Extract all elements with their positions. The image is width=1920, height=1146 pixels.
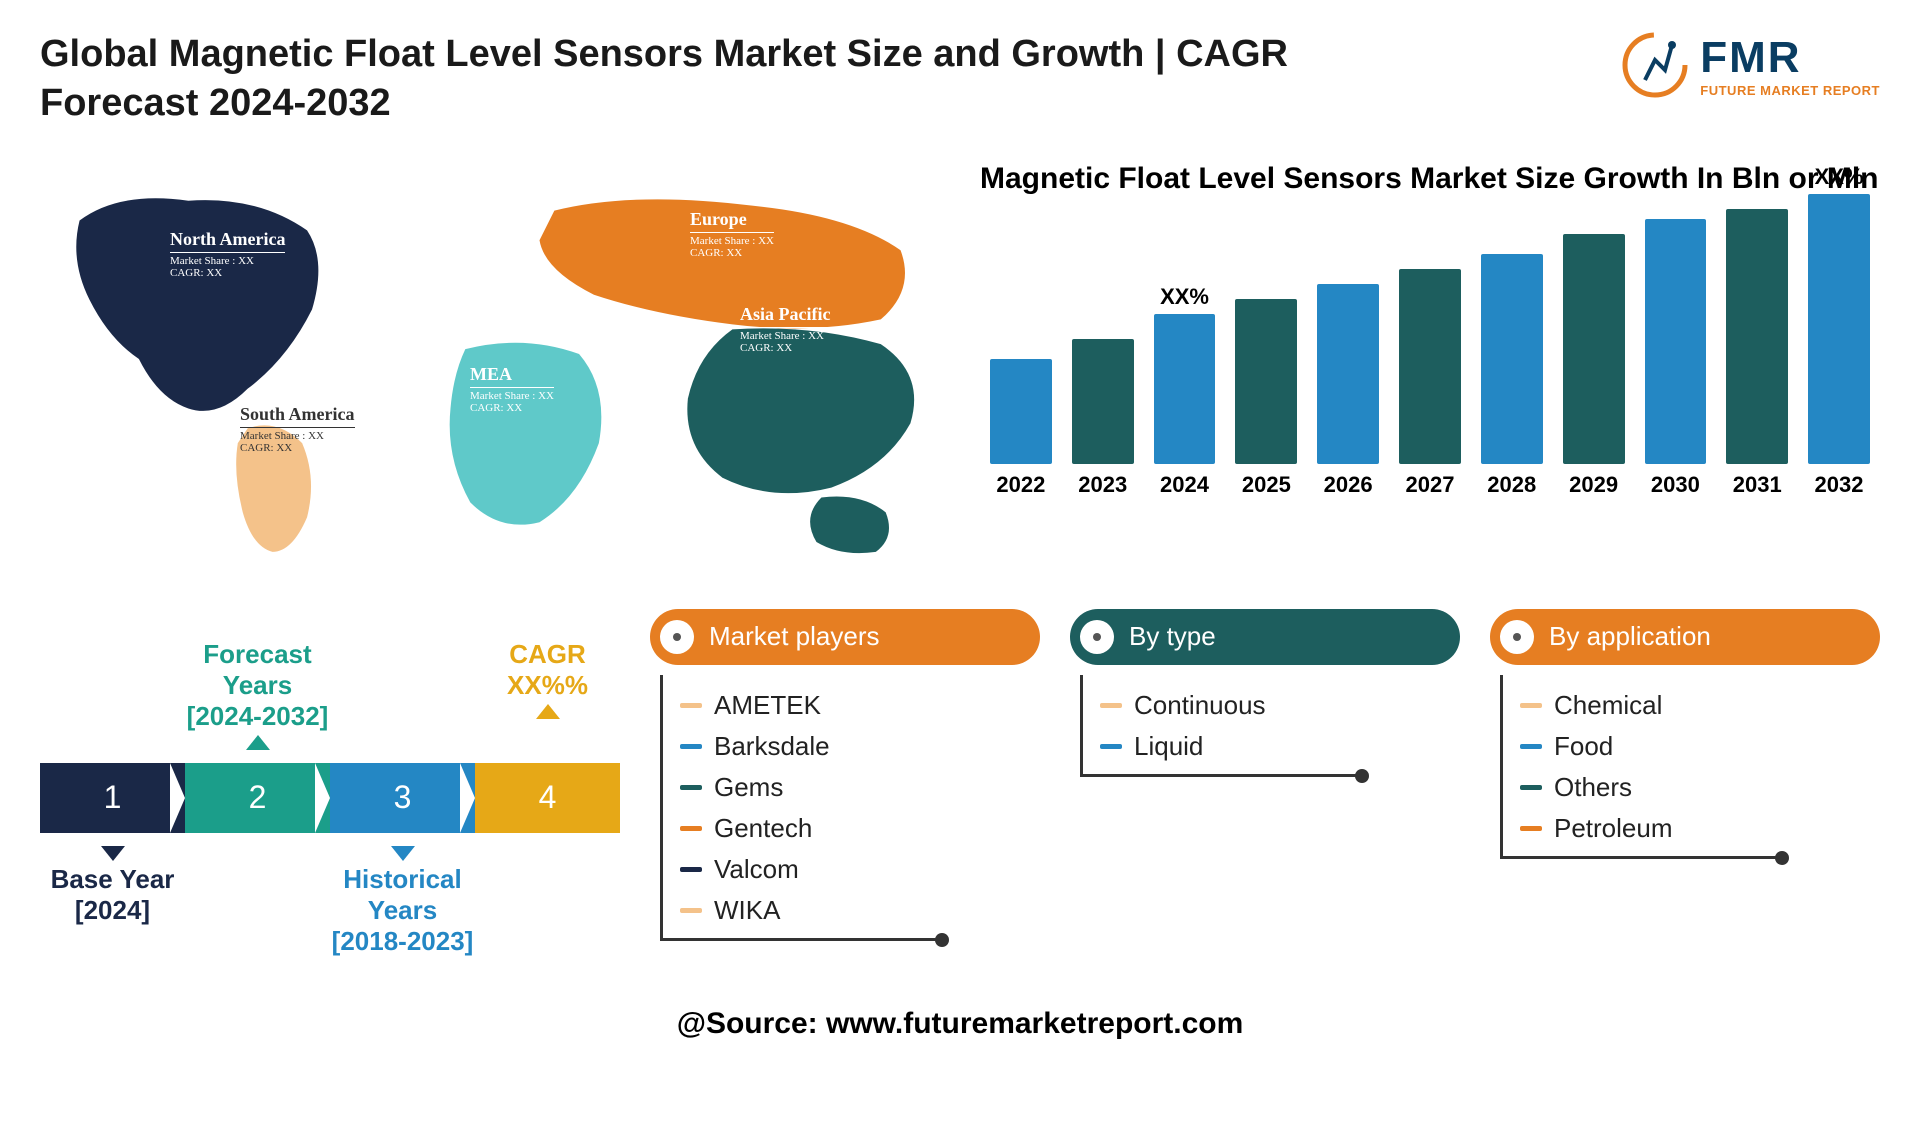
timeline: Forecast Years [2024-2032] CAGR XX%% 1 2…: [40, 609, 620, 957]
pill-column: By type ContinuousLiquid: [1070, 609, 1460, 957]
bar: 2028: [1481, 254, 1543, 498]
bar: 2029: [1563, 234, 1625, 498]
pills-area: Market players AMETEKBarksdaleGemsGentec…: [650, 609, 1880, 957]
timeline-seg-2: 2: [185, 763, 330, 833]
page-title: Global Magnetic Float Level Sensors Mark…: [40, 30, 1340, 129]
bar: 2031: [1726, 209, 1788, 498]
timeline-bar: 1 2 3 4: [40, 763, 620, 833]
logo-icon: [1620, 30, 1690, 100]
bar: 2022: [990, 359, 1052, 498]
pill-item: Chemical: [1520, 685, 1880, 726]
source-text: @Source: www.futuremarketreport.com: [40, 1007, 1880, 1041]
logo: FMR FUTURE MARKET REPORT: [1620, 30, 1880, 100]
pill-header: By type: [1070, 609, 1460, 665]
region-label: MEAMarket Share : XXCAGR: XX: [470, 364, 554, 414]
pill-list: AMETEKBarksdaleGemsGentechValcomWIKA: [650, 685, 1040, 951]
logo-text: FMR: [1700, 33, 1880, 83]
pill-list: ChemicalFoodOthersPetroleum: [1490, 685, 1880, 869]
pill-item: Petroleum: [1520, 808, 1880, 849]
pill-item: Gems: [680, 767, 1040, 808]
bar: 2025: [1235, 299, 1297, 498]
pill-item: Liquid: [1100, 726, 1460, 767]
bar-chart-area: Magnetic Float Level Sensors Market Size…: [980, 149, 1880, 569]
pill-header: Market players: [650, 609, 1040, 665]
region-label: South AmericaMarket Share : XXCAGR: XX: [240, 404, 355, 454]
timeline-seg-1: 1: [40, 763, 185, 833]
base-year-label: Base Year [2024]: [40, 843, 185, 957]
bar: 2023: [1072, 339, 1134, 498]
pill-item: Continuous: [1100, 685, 1460, 726]
logo-subtitle: FUTURE MARKET REPORT: [1700, 83, 1880, 98]
bar: XX%2032: [1808, 194, 1870, 498]
pill-item: Food: [1520, 726, 1880, 767]
pill-header: By application: [1490, 609, 1880, 665]
main-content: North AmericaMarket Share : XXCAGR: XX So…: [40, 149, 1880, 569]
historical-label: Historical Years [2018-2023]: [330, 843, 475, 957]
world-map: North AmericaMarket Share : XXCAGR: XX So…: [40, 149, 950, 569]
pill-item: Valcom: [680, 849, 1040, 890]
pill-item: Gentech: [680, 808, 1040, 849]
forecast-label: Forecast Years [2024-2032]: [185, 639, 330, 753]
region-label: North AmericaMarket Share : XXCAGR: XX: [170, 229, 285, 279]
pill-item: AMETEK: [680, 685, 1040, 726]
pill-item: Barksdale: [680, 726, 1040, 767]
bar: 2030: [1645, 219, 1707, 498]
timeline-seg-3: 3: [330, 763, 475, 833]
pill-item: Others: [1520, 767, 1880, 808]
bar: 2026: [1317, 284, 1379, 498]
pill-column: Market players AMETEKBarksdaleGemsGentec…: [650, 609, 1040, 957]
bottom-section: Forecast Years [2024-2032] CAGR XX%% 1 2…: [40, 609, 1880, 957]
pill-list: ContinuousLiquid: [1070, 685, 1460, 787]
bar: 2027: [1399, 269, 1461, 498]
pill-item: WIKA: [680, 890, 1040, 931]
cagr-label: CAGR XX%%: [475, 639, 620, 753]
bar-chart: 20222023XX%20242025202620272028202920302…: [980, 218, 1880, 498]
region-label: Asia PacificMarket Share : XXCAGR: XX: [740, 304, 830, 354]
region-label: EuropeMarket Share : XXCAGR: XX: [690, 209, 774, 259]
pill-column: By application ChemicalFoodOthersPetrole…: [1490, 609, 1880, 957]
bar: XX%2024: [1154, 314, 1216, 498]
header: Global Magnetic Float Level Sensors Mark…: [40, 30, 1880, 129]
chart-title: Magnetic Float Level Sensors Market Size…: [980, 159, 1880, 198]
timeline-seg-4: 4: [475, 763, 620, 833]
